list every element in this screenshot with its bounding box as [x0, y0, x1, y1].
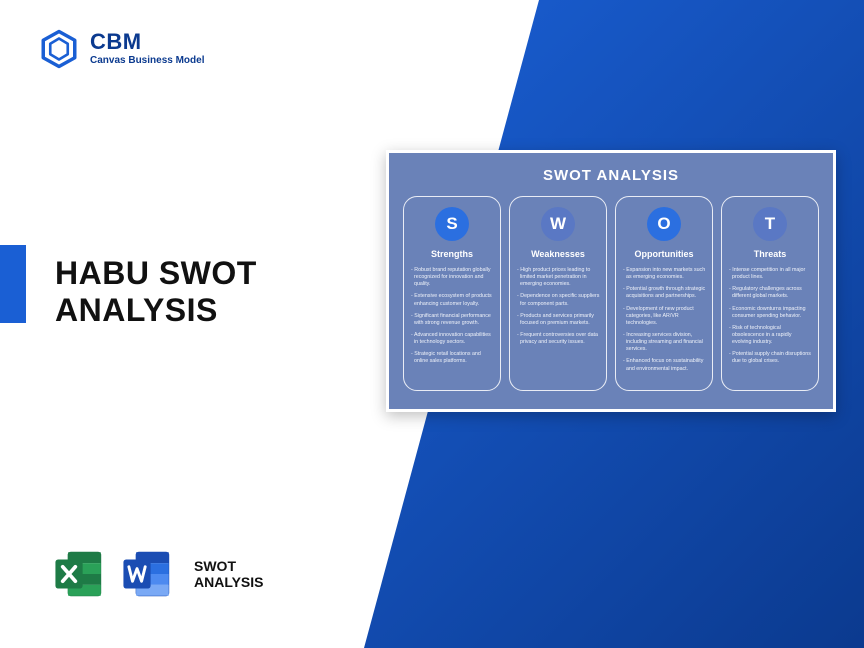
swot-item: Expansion into new markets such as emerg… — [622, 267, 706, 281]
word-icon — [118, 545, 176, 603]
brand-tagline: Canvas Business Model — [90, 55, 204, 67]
swot-letter-circle: S — [435, 207, 469, 241]
swot-item-list: Robust brand reputation globally recogni… — [410, 267, 494, 371]
brand-logo-block: CBM Canvas Business Model — [38, 28, 204, 70]
swot-item: Regulatory challenges across different g… — [728, 286, 812, 300]
excel-icon — [50, 545, 108, 603]
swot-letter-circle: W — [541, 207, 575, 241]
swot-item: Potential growth through strategic acqui… — [622, 286, 706, 300]
page-title: HABU SWOT ANALYSIS — [55, 255, 257, 329]
bottom-icon-row: SWOT ANALYSIS — [50, 545, 264, 603]
swot-column-title: Threats — [754, 249, 787, 259]
swot-item: Economic downturns impacting consumer sp… — [728, 306, 812, 320]
swot-item: Increasing services division, including … — [622, 332, 706, 353]
swot-item: Development of new product categories, l… — [622, 306, 706, 327]
swot-column: S Strengths Robust brand reputation global… — [403, 196, 501, 391]
swot-item: Strategic retail locations and online sa… — [410, 351, 494, 365]
swot-card-title: SWOT ANALYSIS — [403, 167, 819, 184]
swot-item: Frequent controversies over data privacy… — [516, 332, 600, 346]
swot-item: High product prices leading to limited m… — [516, 267, 600, 288]
swot-column-title: Weaknesses — [531, 249, 585, 259]
swot-item: Robust brand reputation globally recogni… — [410, 267, 494, 288]
swot-column: T Threats Intense competition in all major… — [721, 196, 819, 391]
swot-item: Products and services primarily focused … — [516, 313, 600, 327]
swot-item: Enhanced focus on sustainability and env… — [622, 358, 706, 372]
swot-grid: S Strengths Robust brand reputation global… — [403, 196, 819, 391]
swot-item: Advanced innovation capabilities in tech… — [410, 332, 494, 346]
title-line-2: ANALYSIS — [55, 292, 257, 329]
swot-item-list: Intense competition in all major product… — [728, 267, 812, 371]
brand-logo-icon — [38, 28, 80, 70]
swot-item: Dependence on specific suppliers for com… — [516, 293, 600, 307]
swot-letter-circle: T — [753, 207, 787, 241]
swot-item: Potential supply chain disruptions due t… — [728, 351, 812, 365]
swot-column-title: Opportunities — [635, 249, 694, 259]
swot-item-list: Expansion into new markets such as emerg… — [622, 267, 706, 378]
swot-column-title: Strengths — [431, 249, 473, 259]
swot-item-list: High product prices leading to limited m… — [516, 267, 600, 351]
swot-letter-circle: O — [647, 207, 681, 241]
swot-item: Intense competition in all major product… — [728, 267, 812, 281]
swot-column: W Weaknesses High product prices leading t… — [509, 196, 607, 391]
left-accent-bar — [0, 245, 26, 323]
swot-item: Extensive ecosystem of products enhancin… — [410, 293, 494, 307]
swot-item: Risk of technological obsolescence in a … — [728, 325, 812, 346]
swot-card: SWOT ANALYSIS S Strengths Robust brand rep… — [386, 150, 836, 412]
bottom-label-line-2: ANALYSIS — [194, 574, 264, 590]
brand-name: CBM — [90, 31, 204, 53]
title-line-1: HABU SWOT — [55, 255, 257, 292]
bottom-label: SWOT ANALYSIS — [194, 558, 264, 590]
brand-text: CBM Canvas Business Model — [90, 31, 204, 67]
swot-column: O Opportunities Expansion into new markets… — [615, 196, 713, 391]
swot-item: Significant financial performance with s… — [410, 313, 494, 327]
bottom-label-line-1: SWOT — [194, 558, 264, 574]
